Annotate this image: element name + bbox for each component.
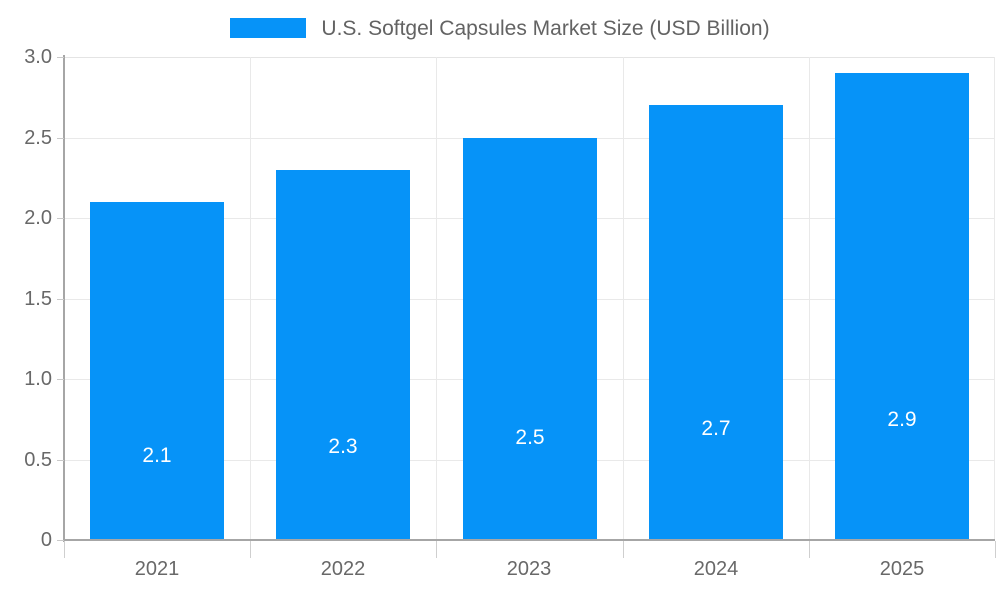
bar-2022[interactable] — [276, 170, 410, 540]
x-axis-label-2023: 2023 — [506, 558, 552, 580]
gridline — [64, 57, 995, 58]
plot-right-edge — [994, 57, 995, 540]
y-axis-tick-label: 1.5 — [24, 288, 52, 310]
y-axis-tick-mark — [57, 57, 64, 58]
y-axis-tick-label: 3.0 — [24, 46, 52, 68]
y-axis-tick-mark — [57, 540, 64, 541]
x-axis-tick-mark — [623, 541, 624, 558]
x-axis-label-2022: 2022 — [320, 558, 366, 580]
bar-2023[interactable] — [463, 138, 597, 541]
x-axis-label-2025: 2025 — [879, 558, 925, 580]
category-separator — [809, 57, 810, 540]
x-axis-line — [63, 539, 995, 541]
bar-2025[interactable] — [835, 73, 969, 540]
y-axis-tick-mark — [57, 460, 64, 461]
x-axis-tick-mark — [436, 541, 437, 558]
x-axis-tick-mark — [809, 541, 810, 558]
category-separator — [436, 57, 437, 540]
y-axis-line — [63, 55, 65, 542]
x-axis-label-2024: 2024 — [693, 558, 739, 580]
legend-item-market-size[interactable]: U.S. Softgel Capsules Market Size (USD B… — [230, 16, 770, 40]
y-axis-tick-mark — [57, 299, 64, 300]
legend-color-swatch-icon — [230, 18, 307, 38]
legend-label: U.S. Softgel Capsules Market Size (USD B… — [321, 16, 770, 40]
chart-legend: U.S. Softgel Capsules Market Size (USD B… — [0, 0, 1000, 56]
bar-2024[interactable] — [649, 105, 783, 540]
bar-2021[interactable] — [90, 202, 224, 540]
y-axis-tick-label: 1.0 — [24, 368, 52, 390]
x-axis-label-2021: 2021 — [134, 558, 180, 580]
plot-area: 2.1 2.3 2.5 2.7 2.9 — [64, 57, 995, 541]
x-axis-tick-mark — [995, 541, 996, 558]
y-axis-labels: 0 0.5 1.0 1.5 2.0 2.5 3.0 — [0, 0, 52, 600]
y-axis-tick-label: 0.5 — [24, 449, 52, 471]
y-axis-tick-label: 2.0 — [24, 207, 52, 229]
category-separator — [623, 57, 624, 540]
x-axis-tick-mark — [64, 541, 65, 558]
x-axis-tick-mark — [250, 541, 251, 558]
y-axis-tick-label: 0 — [40, 529, 52, 551]
y-axis-tick-mark — [57, 138, 64, 139]
y-axis-tick-mark — [57, 379, 64, 380]
category-separator — [250, 57, 251, 540]
y-axis-tick-mark — [57, 218, 64, 219]
y-axis-tick-label: 2.5 — [24, 127, 52, 149]
